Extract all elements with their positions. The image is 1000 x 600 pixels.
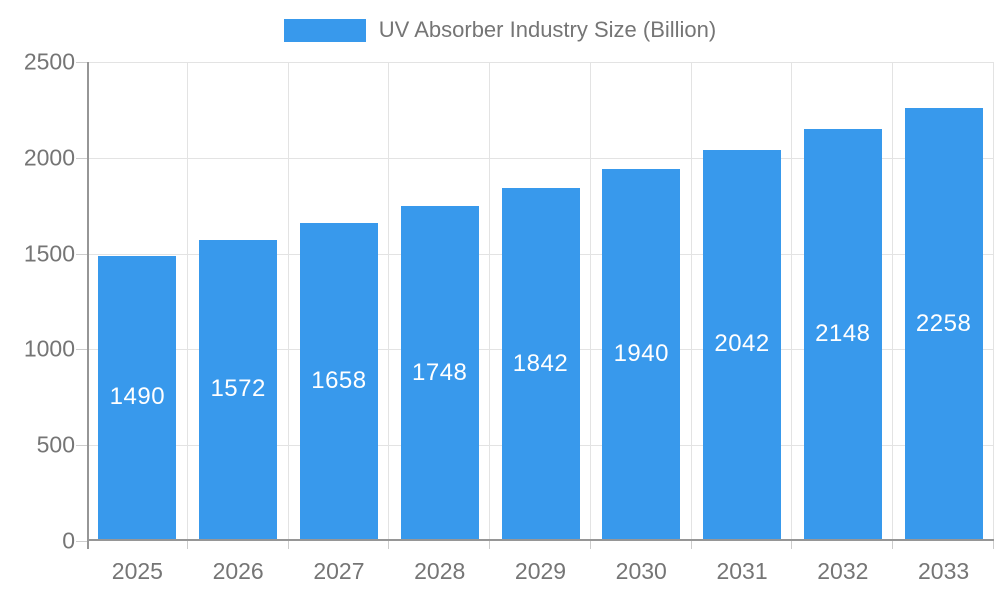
- legend-item[interactable]: UV Absorber Industry Size (Billion): [0, 17, 1000, 43]
- x-axis-line: [87, 539, 994, 541]
- bar-value-label: 2042: [714, 330, 770, 358]
- y-axis-tick: [76, 62, 87, 63]
- y-axis-tick: [76, 541, 87, 542]
- bar-value-label: 2258: [915, 309, 972, 337]
- gridline-horizontal: [87, 62, 994, 63]
- gridline-vertical: [993, 62, 994, 541]
- plot-area: 1490 1572 1658 1748 1842 1940 2042 2148 2258: [87, 62, 994, 549]
- x-axis-label: 2033: [918, 558, 970, 584]
- x-axis-tick: [993, 541, 994, 549]
- legend-label: UV Absorber Industry Size (Billion): [378, 17, 717, 42]
- x-axis-tick: [186, 541, 188, 549]
- x-axis-label: 2030: [615, 558, 667, 584]
- bar-value-label: 1842: [512, 349, 569, 377]
- y-axis-label: 500: [36, 431, 75, 458]
- bar-2031[interactable]: 2042: [703, 149, 782, 539]
- x-axis-tick: [791, 541, 793, 549]
- x-axis-tick: [690, 541, 692, 549]
- bar-value-label: 1572: [210, 375, 266, 403]
- x-axis-tick: [589, 541, 591, 549]
- y-axis-line: [87, 62, 89, 549]
- gridline-vertical: [186, 62, 188, 541]
- x-axis-label: 2026: [212, 558, 264, 584]
- gridline-vertical: [388, 62, 390, 541]
- x-axis-label: 2027: [313, 558, 365, 584]
- bar-2033[interactable]: 2258: [904, 108, 983, 539]
- bar-value-label: 1490: [109, 383, 166, 411]
- gridline-vertical: [287, 62, 289, 541]
- bar-2025[interactable]: 1490: [98, 255, 177, 539]
- y-axis-label: 2000: [23, 144, 75, 171]
- gridline-vertical: [892, 62, 894, 541]
- bar-2032[interactable]: 2148: [803, 129, 882, 539]
- bar-value-label: 2148: [815, 320, 871, 348]
- y-axis-tick: [76, 349, 87, 351]
- gridline-vertical: [589, 62, 591, 541]
- gridline-vertical: [489, 62, 491, 541]
- bar-2027[interactable]: 1658: [299, 223, 378, 539]
- bar-value-label: 1658: [311, 367, 367, 395]
- y-axis-tick: [76, 445, 87, 447]
- legend-swatch: [283, 18, 366, 42]
- bar-2026[interactable]: 1572: [199, 239, 278, 539]
- gridline-horizontal: [87, 157, 994, 159]
- bar-2028[interactable]: 1748: [400, 206, 479, 539]
- x-axis-label: 2025: [111, 558, 163, 584]
- y-axis-label: 2500: [23, 48, 75, 75]
- x-axis-label: 2028: [414, 558, 466, 584]
- y-axis-label: 0: [62, 527, 75, 554]
- x-axis-tick: [388, 541, 390, 549]
- bar-value-label: 1748: [412, 358, 468, 386]
- x-axis-label: 2032: [817, 558, 869, 584]
- bar-2030[interactable]: 1940: [602, 169, 681, 539]
- gridline-vertical: [791, 62, 793, 541]
- x-axis-tick: [489, 541, 491, 549]
- y-axis-label: 1000: [23, 335, 75, 362]
- x-axis-label: 2031: [716, 558, 768, 584]
- x-axis-tick: [287, 541, 289, 549]
- x-axis-label: 2029: [514, 558, 567, 584]
- y-axis-tick: [76, 253, 87, 255]
- bar-2029[interactable]: 1842: [501, 188, 580, 539]
- x-axis-tick: [892, 541, 894, 549]
- y-axis-label: 1500: [23, 240, 75, 267]
- y-axis-tick: [76, 157, 87, 159]
- bar-value-label: 1940: [613, 340, 669, 368]
- gridline-vertical: [690, 62, 692, 541]
